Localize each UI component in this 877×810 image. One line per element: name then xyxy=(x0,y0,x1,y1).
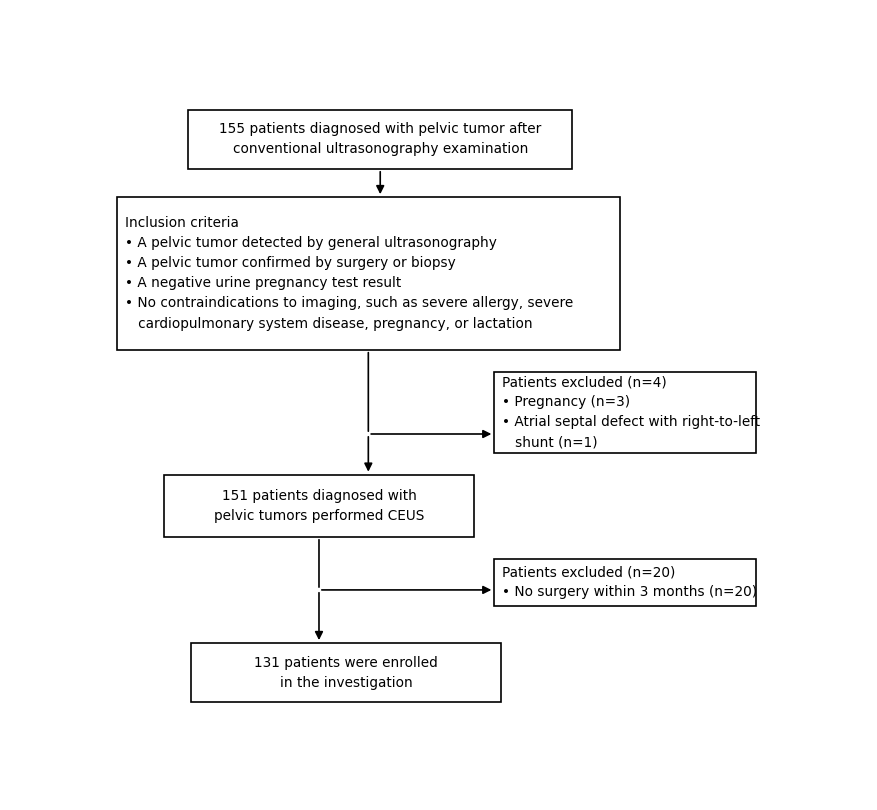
FancyBboxPatch shape xyxy=(191,643,501,702)
FancyBboxPatch shape xyxy=(494,559,755,606)
Text: Inclusion criteria
• A pelvic tumor detected by general ultrasonography
• A pelv: Inclusion criteria • A pelvic tumor dete… xyxy=(125,216,573,330)
FancyBboxPatch shape xyxy=(164,475,474,537)
Text: 155 patients diagnosed with pelvic tumor after
conventional ultrasonography exam: 155 patients diagnosed with pelvic tumor… xyxy=(219,122,541,156)
Text: Patients excluded (n=20)
• No surgery within 3 months (n=20): Patients excluded (n=20) • No surgery wi… xyxy=(502,565,757,599)
FancyBboxPatch shape xyxy=(188,109,572,169)
Text: 131 patients were enrolled
in the investigation: 131 patients were enrolled in the invest… xyxy=(254,655,438,689)
Text: 151 patients diagnosed with
pelvic tumors performed CEUS: 151 patients diagnosed with pelvic tumor… xyxy=(214,488,424,522)
Text: Patients excluded (n=4)
• Pregnancy (n=3)
• Atrial septal defect with right-to-l: Patients excluded (n=4) • Pregnancy (n=3… xyxy=(502,375,759,450)
FancyBboxPatch shape xyxy=(494,372,755,453)
FancyBboxPatch shape xyxy=(117,197,619,350)
